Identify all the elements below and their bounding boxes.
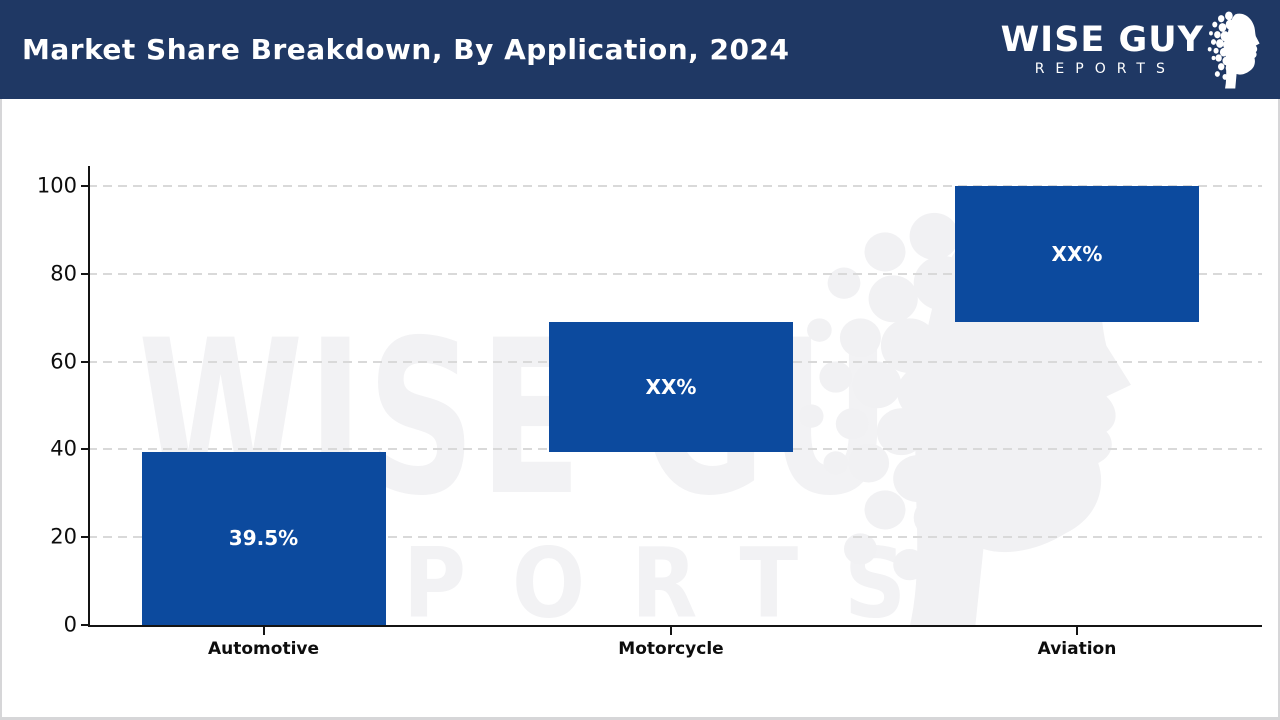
y-axis-tick-label: 40 [50, 436, 77, 461]
x-axis-tick [670, 627, 672, 635]
canvas-right-border [1278, 99, 1280, 720]
page-title: Market Share Breakdown, By Application, … [22, 33, 790, 66]
x-axis-category-label-motorcycle: Motorcycle [618, 639, 724, 659]
y-axis-tick [81, 360, 88, 363]
x-axis-category-label-automotive: Automotive [207, 639, 320, 659]
y-axis-tick [81, 185, 88, 187]
canvas-left-border [0, 99, 2, 720]
logo-reports-text: REPORTS [1034, 61, 1176, 77]
gridline-80 [88, 272, 1262, 275]
header-bar: Market Share Breakdown, By Application, … [0, 0, 1280, 99]
bar-value-label-motorcycle: XX% [645, 374, 697, 399]
logo-text: WISE GUY REPORTS [1000, 20, 1204, 77]
bar-motorcycle [549, 322, 793, 452]
y-axis-tick-label: 20 [50, 524, 77, 549]
gridline-100 [88, 185, 1262, 187]
y-axis-tick [81, 536, 88, 539]
bar-value-label-aviation: XX% [1051, 242, 1103, 267]
y-axis-tick-label: 100 [36, 173, 77, 198]
canvas-bottom-border [0, 717, 1280, 720]
x-axis-line [88, 625, 1262, 627]
y-axis-line [88, 166, 90, 627]
bar-aviation [955, 186, 1199, 323]
wiseguy-reports-logo: WISE GUY REPORTS [1001, 10, 1266, 90]
y-axis-tick-label: 60 [50, 349, 77, 374]
x-axis-category-label-aviation: Aviation [1037, 639, 1117, 659]
y-axis-tick-label: 80 [50, 261, 77, 286]
y-axis-tick [81, 272, 88, 275]
x-axis-tick [1076, 627, 1078, 635]
y-axis-tick [81, 448, 88, 451]
logo-wiseguy-text: WISE GUY [1000, 20, 1204, 60]
y-axis-tick-label: 0 [63, 612, 77, 637]
gridline-20 [88, 536, 1262, 539]
bar-automotive [141, 451, 386, 625]
y-axis-tick [81, 624, 88, 626]
x-axis-tick [262, 627, 265, 635]
bar-value-label-automotive: 39.5% [228, 526, 299, 551]
logo-head-icon [1207, 10, 1260, 89]
